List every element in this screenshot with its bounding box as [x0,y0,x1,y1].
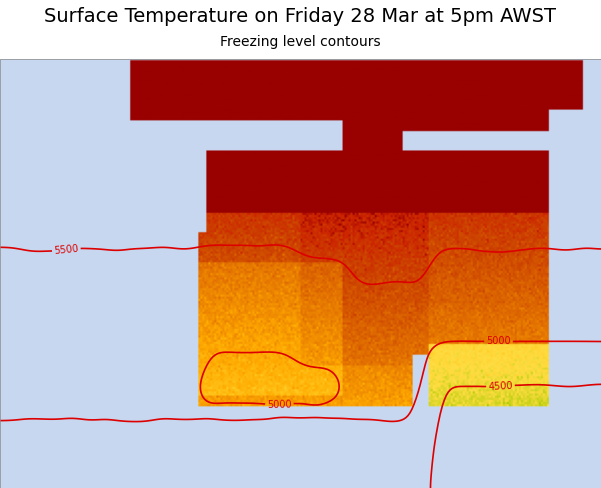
Bar [0,59,601,488]
Text: 5000: 5000 [486,336,511,346]
Text: 5000: 5000 [267,399,292,409]
Text: Surface Temperature on Friday 28 Mar at 5pm AWST: Surface Temperature on Friday 28 Mar at … [44,7,557,26]
Text: 5500: 5500 [53,244,79,256]
Text: Freezing level contours: Freezing level contours [220,35,381,49]
Text: 4500: 4500 [488,381,513,392]
